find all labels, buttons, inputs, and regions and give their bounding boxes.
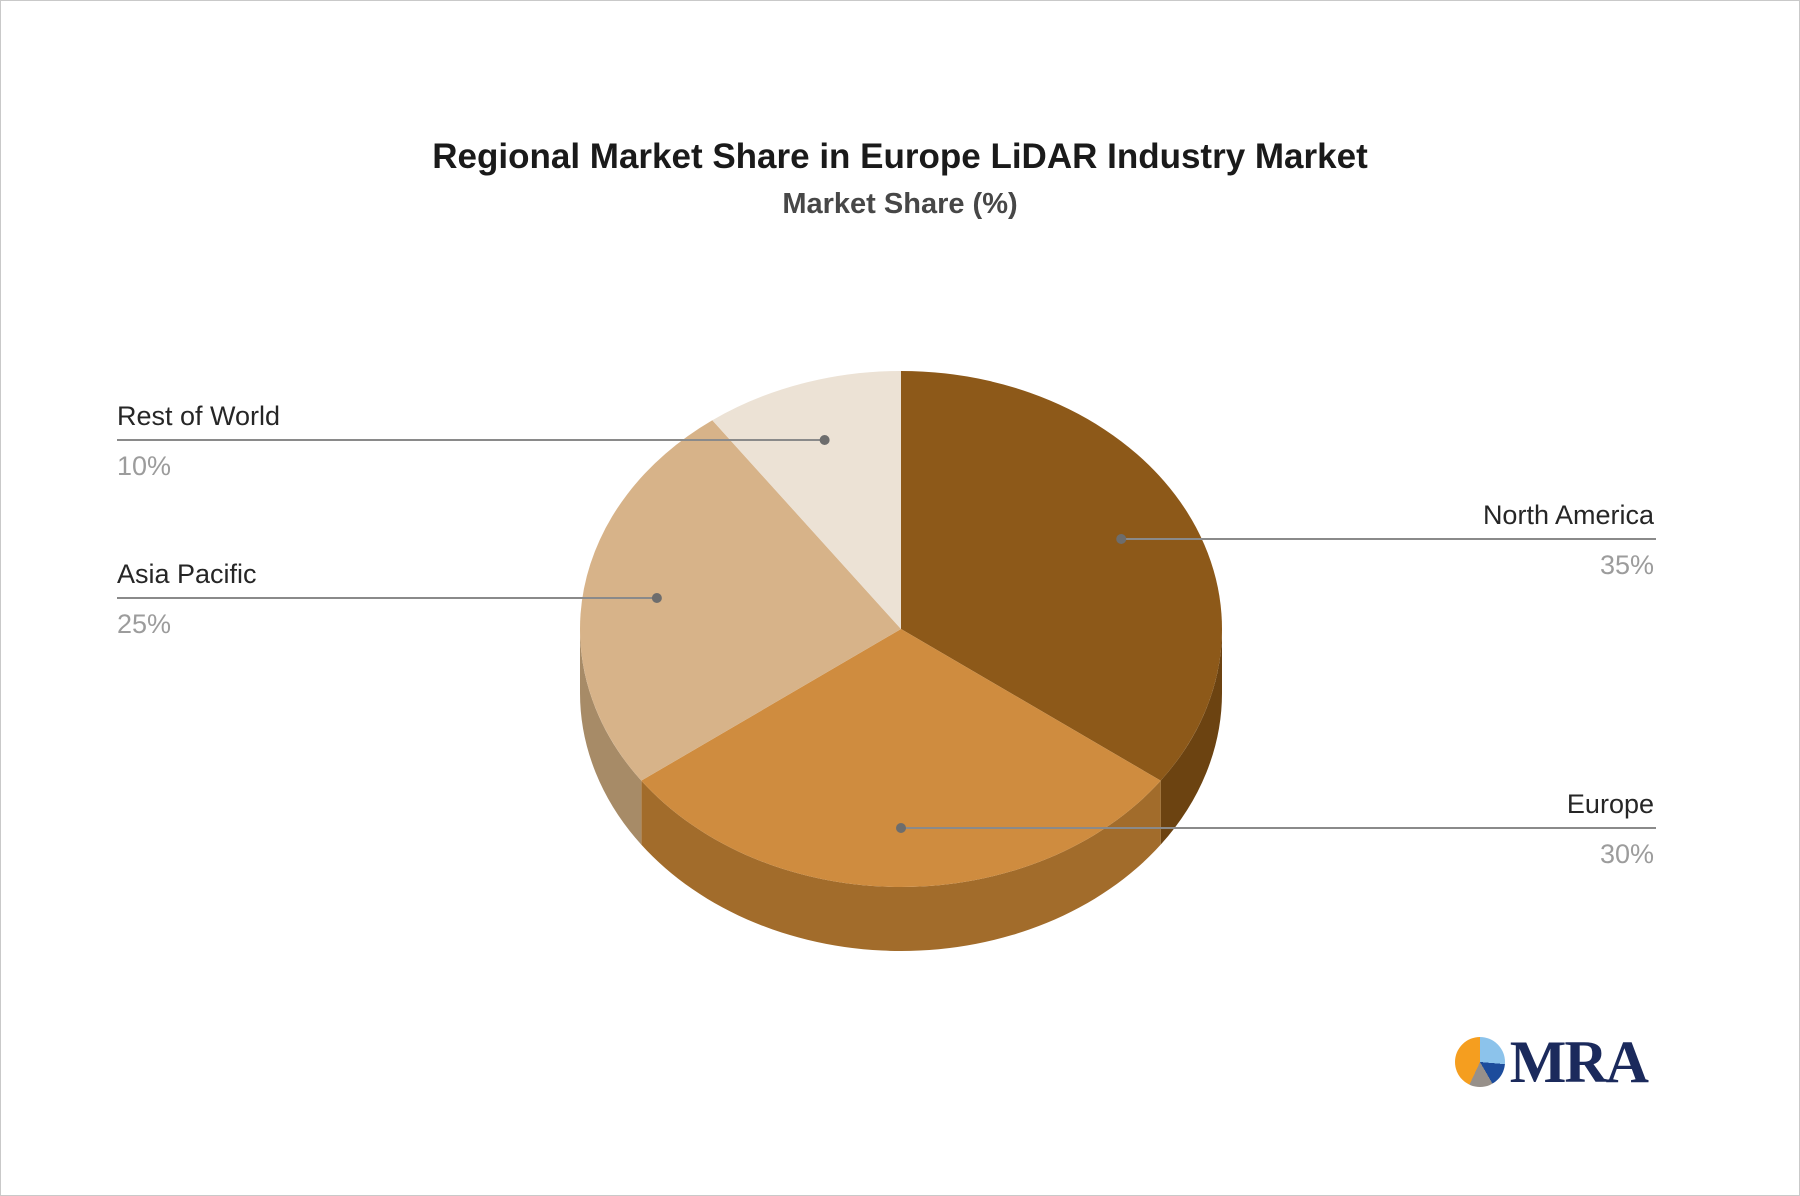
slice-name: Asia Pacific <box>117 559 257 589</box>
pie-side-europe <box>641 780 1161 951</box>
chart-title: Regional Market Share in Europe LiDAR In… <box>432 137 1368 176</box>
connector-dot <box>896 823 906 833</box>
connector-dot <box>819 435 830 445</box>
connector-dot <box>1116 534 1127 544</box>
slice-label-asia-pacific: Asia Pacific 25% <box>117 556 597 642</box>
pie-side-asia-pacific <box>580 629 642 845</box>
slice-label-north-america: North America 35% <box>1174 497 1654 583</box>
chart-subtitle: Market Share (%) <box>782 188 1018 220</box>
slice-percent: 10% <box>117 451 172 481</box>
pie-slice-europe[interactable] <box>641 629 1161 888</box>
slice-percent: 35% <box>1599 550 1654 580</box>
mra-logo-pie-icon <box>1454 1037 1505 1087</box>
mra-logo: MRA <box>1454 1029 1649 1095</box>
connector-dot <box>651 593 662 603</box>
slice-label-europe: Europe 30% <box>1174 786 1654 872</box>
pie-side-north-america <box>1160 629 1222 845</box>
mra-logo-text: MRA <box>1509 1029 1649 1095</box>
pie-slice-asia-pacific[interactable] <box>579 420 901 781</box>
slice-percent: 25% <box>117 609 172 639</box>
slice-label-rest-of-world: Rest of World 10% <box>117 398 597 484</box>
slice-name: North America <box>1482 500 1654 530</box>
pie-slice-north-america[interactable] <box>901 371 1223 781</box>
pie-slice-rest-of-world[interactable] <box>712 371 901 629</box>
slice-name: Rest of World <box>117 401 281 431</box>
slice-percent: 30% <box>1599 839 1654 869</box>
slice-name: Europe <box>1566 789 1654 819</box>
